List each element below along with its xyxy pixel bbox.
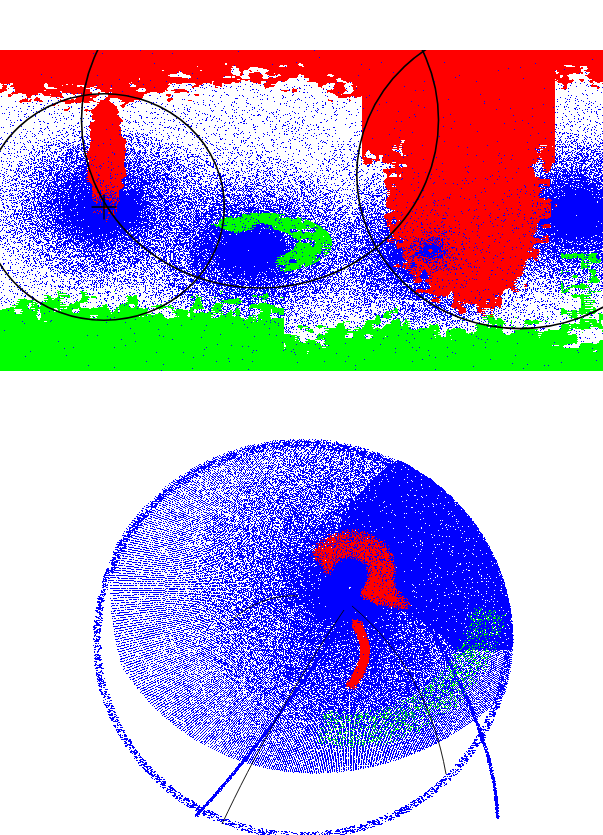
sphere-projection-panel	[0, 420, 603, 835]
sphere-projection-canvas	[0, 420, 603, 835]
phase-map-panel	[0, 50, 603, 371]
phase-map-canvas	[0, 50, 603, 371]
